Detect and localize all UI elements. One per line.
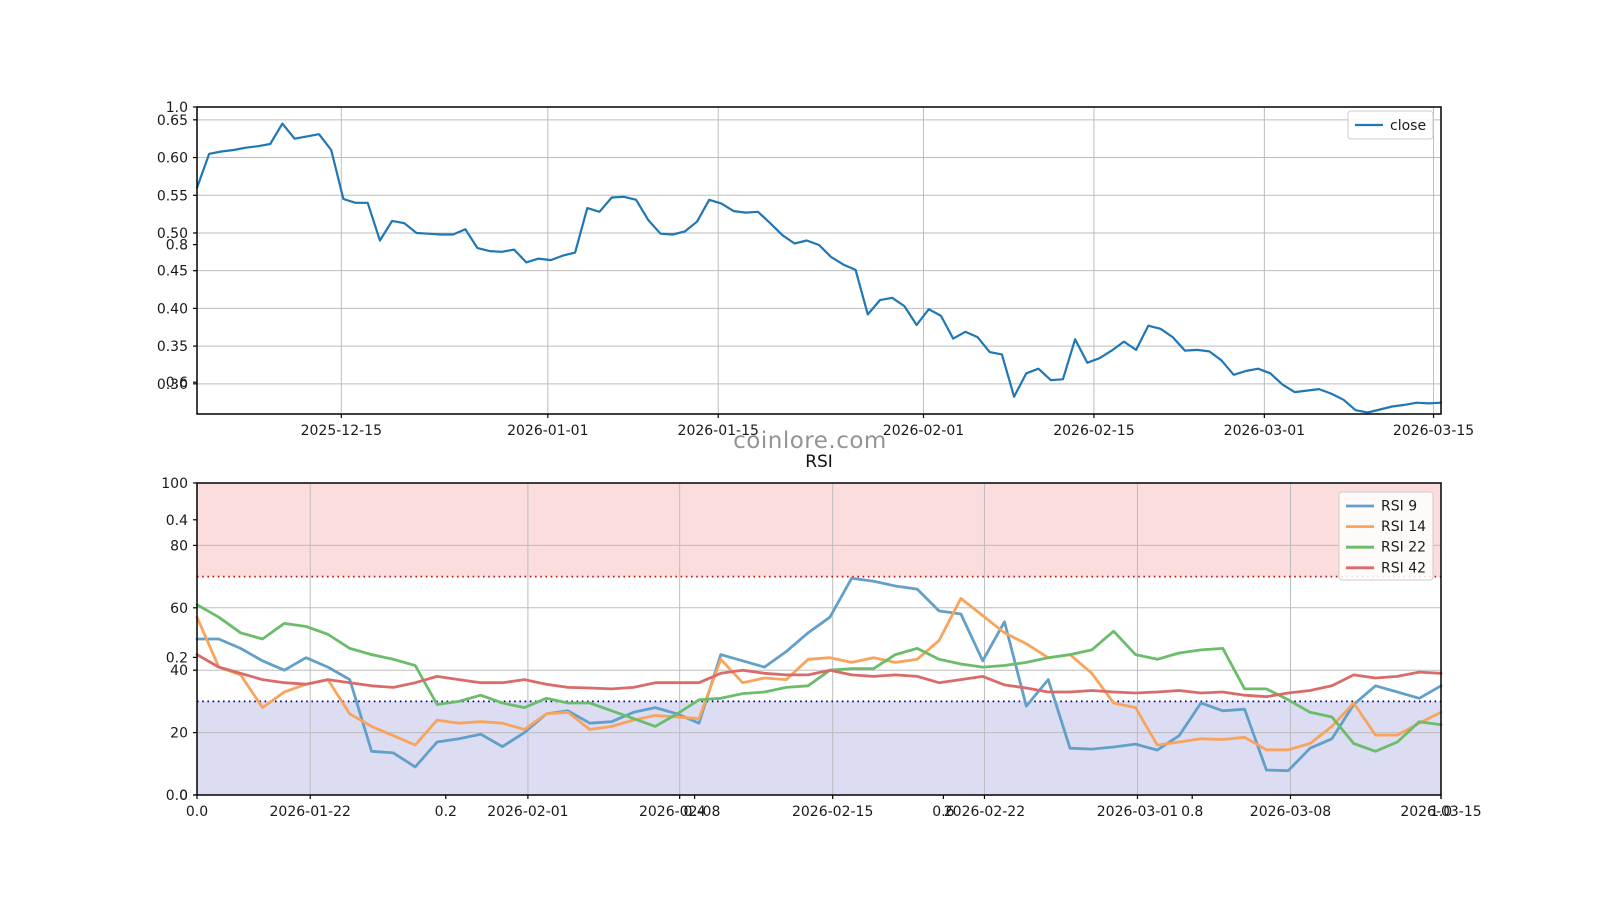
y-tick-label: 60 — [170, 601, 188, 617]
legend-label: RSI 42 — [1381, 560, 1426, 576]
rsi-22-line — [195, 603, 1443, 753]
axes-frame — [196, 482, 1442, 796]
x-tick-label: 2026-03-15 — [1393, 423, 1474, 439]
legend-label: RSI 9 — [1381, 499, 1417, 515]
rsi-42-line — [195, 653, 1443, 699]
rsi-14-line — [195, 597, 1443, 752]
y-tick-label: 80 — [170, 538, 188, 554]
overlay-y-tick-label: 0.8 — [166, 238, 188, 254]
rsi-panel-title: RSI — [805, 452, 833, 472]
y-tick-label: 40 — [170, 663, 188, 679]
overlay-y-tick-label: 1.0 — [166, 100, 188, 116]
overlay-x-tick-label: 1.0 — [1430, 804, 1452, 820]
overlay-x-tick-label: 0.8 — [1181, 804, 1203, 820]
x-tick-label: 2026-02-01 — [883, 423, 964, 439]
y-tick-label: 0.65 — [157, 113, 188, 129]
y-tick-label: 0.55 — [157, 188, 188, 204]
y-tick-label: 20 — [170, 726, 188, 742]
y-tick-label: 0.60 — [157, 151, 188, 167]
x-tick-label: 2026-03-01 — [1224, 423, 1305, 439]
watermark: coinlore.com — [733, 428, 887, 454]
rsi-panel: 2026-01-22 2026-02-01 2026-02-08 2026-02-15… — [161, 476, 1481, 820]
x-tick-label: 2025-12-15 — [301, 423, 382, 439]
legend-label: RSI 14 — [1381, 519, 1426, 535]
render-root: 2025-12-15 2026-01-01 2026-01-15 2026-02-01… — [157, 100, 1482, 820]
overlay-x-tick-label: 0.2 — [435, 804, 457, 820]
rsi-legend: RSI 9 RSI 14 RSI 22 RSI 42 — [1338, 491, 1434, 581]
x-tick-label: 2026-01-15 — [678, 423, 759, 439]
axes-frame — [196, 106, 1442, 415]
normalized-overlay-axis: 0.0 0.2 0.4 0.6 0.8 1.0 0.0 0.2 0.4 0.6 0.8 1.0 — [166, 100, 1452, 820]
y-tick-label: 0 — [179, 788, 188, 804]
overlay-x-tick-label: 0.0 — [186, 804, 208, 820]
y-tick-label: 0.30 — [157, 377, 188, 393]
gridlines — [197, 483, 1441, 795]
rsi-9-line — [195, 576, 1443, 773]
overlay-x-tick-label: 0.4 — [683, 804, 705, 820]
overlay-y-tick-label: 0.6 — [166, 375, 188, 391]
x-tick-label: 2026-01-01 — [507, 423, 588, 439]
x-tick-label: 2026-02-15 — [1053, 423, 1134, 439]
close-line — [195, 122, 1443, 414]
threshold-band — [197, 701, 1441, 795]
overlay-y-tick-label: 0.0 — [166, 788, 188, 804]
x-tick-label: 2026-02-08 — [639, 804, 720, 820]
x-tick-label: 2026-01-22 — [270, 804, 351, 820]
price-legend: close — [1347, 110, 1434, 140]
overlay-y-tick-label: 0.2 — [166, 650, 188, 666]
legend-label: close — [1390, 118, 1426, 134]
x-tick-label: 2026-02-22 — [944, 804, 1025, 820]
gridlines — [197, 107, 1441, 414]
threshold-band — [197, 483, 1441, 577]
y-tick-label: 100 — [161, 476, 188, 492]
y-tick-label: 0.40 — [157, 301, 188, 317]
y-tick-label: 0.35 — [157, 339, 188, 355]
x-tick-label: 2026-03-01 — [1097, 804, 1178, 820]
legend-box — [1347, 110, 1434, 140]
x-tick-label: 2026-02-15 — [792, 804, 873, 820]
x-tick-label: 2026-02-01 — [487, 804, 568, 820]
overlay-y-tick-label: 0.4 — [166, 513, 188, 529]
overlay-x-tick-label: 0.6 — [932, 804, 954, 820]
y-tick-label: 0.50 — [157, 226, 188, 242]
legend-box — [1338, 491, 1434, 581]
legend-label: RSI 22 — [1381, 540, 1426, 556]
y-tick-label: 0.45 — [157, 264, 188, 280]
x-tick-label: 2026-03-08 — [1250, 804, 1331, 820]
x-tick-label: 2026-03-15 — [1400, 804, 1481, 820]
price-panel: 2025-12-15 2026-01-01 2026-01-15 2026-02-01… — [157, 106, 1474, 439]
